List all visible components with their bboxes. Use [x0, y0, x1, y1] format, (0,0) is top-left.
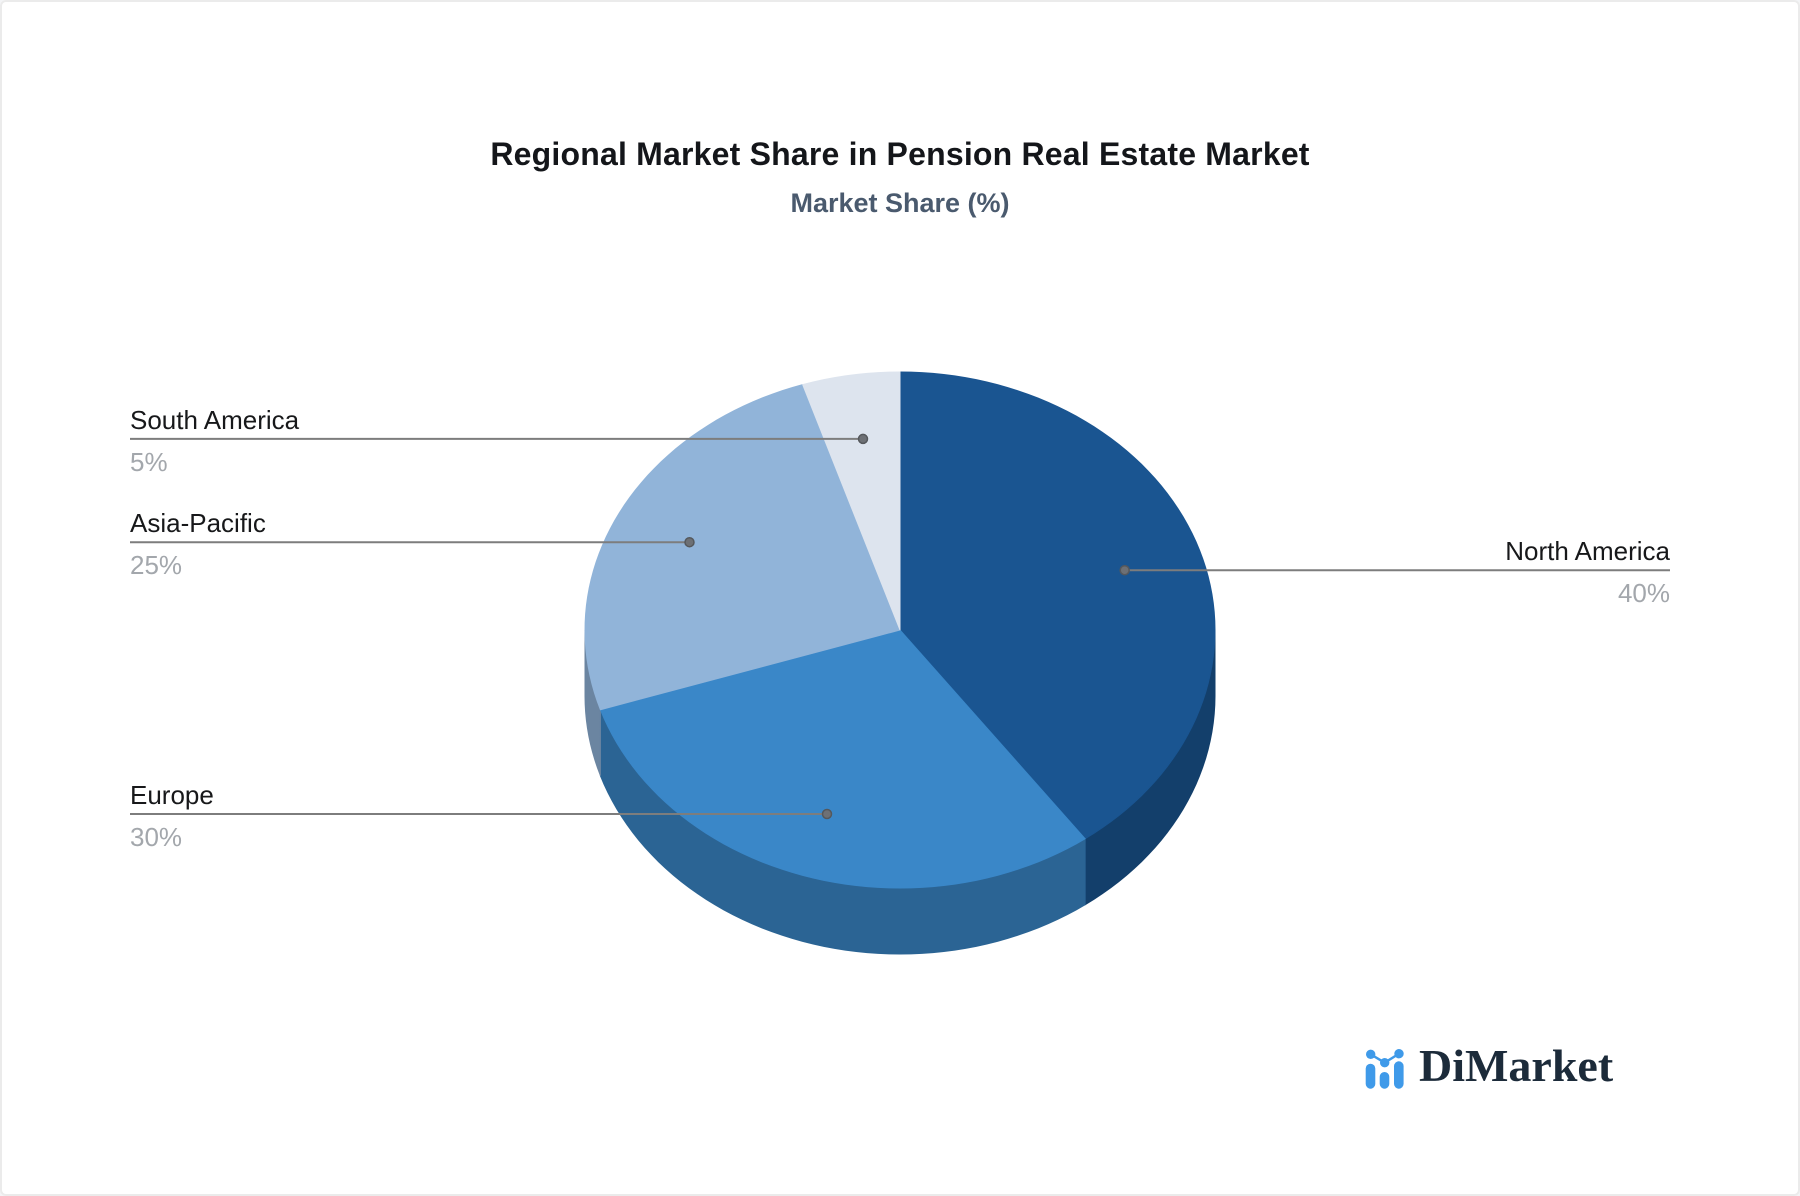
brand-logo-text: DiMarket	[1419, 1040, 1614, 1091]
slice-value-south-america: 5%	[130, 446, 168, 477]
label-connector-dot	[1119, 564, 1130, 576]
bar-chart-icon	[1365, 1049, 1404, 1089]
pie-slice-europe[interactable]	[599, 629, 1086, 889]
pie-slice-north-america[interactable]	[899, 371, 1216, 840]
chart-subtitle: Market Share (%)	[790, 188, 1010, 218]
slice-value-asia-pacific: 25%	[130, 550, 183, 581]
pie-slice-south-america[interactable]	[801, 371, 901, 631]
label-connector-dot	[857, 433, 869, 445]
slice-label-south-america: South America	[130, 404, 300, 435]
chart-title: Regional Market Share in Pension Real Es…	[490, 136, 1310, 172]
slice-label-asia-pacific: Asia-Pacific	[130, 508, 266, 539]
slice-value-europe: 30%	[130, 822, 183, 853]
label-connector-dot	[821, 808, 833, 820]
slice-label-europe: Europe	[130, 780, 214, 811]
label-connector-dot	[684, 536, 695, 548]
slice-label-north-america: North America	[1505, 536, 1670, 567]
slice-value-north-america: 40%	[1617, 578, 1670, 609]
pie-slice-asia-pacific[interactable]	[584, 384, 901, 711]
brand-logo: DiMarket	[1364, 1040, 1613, 1090]
